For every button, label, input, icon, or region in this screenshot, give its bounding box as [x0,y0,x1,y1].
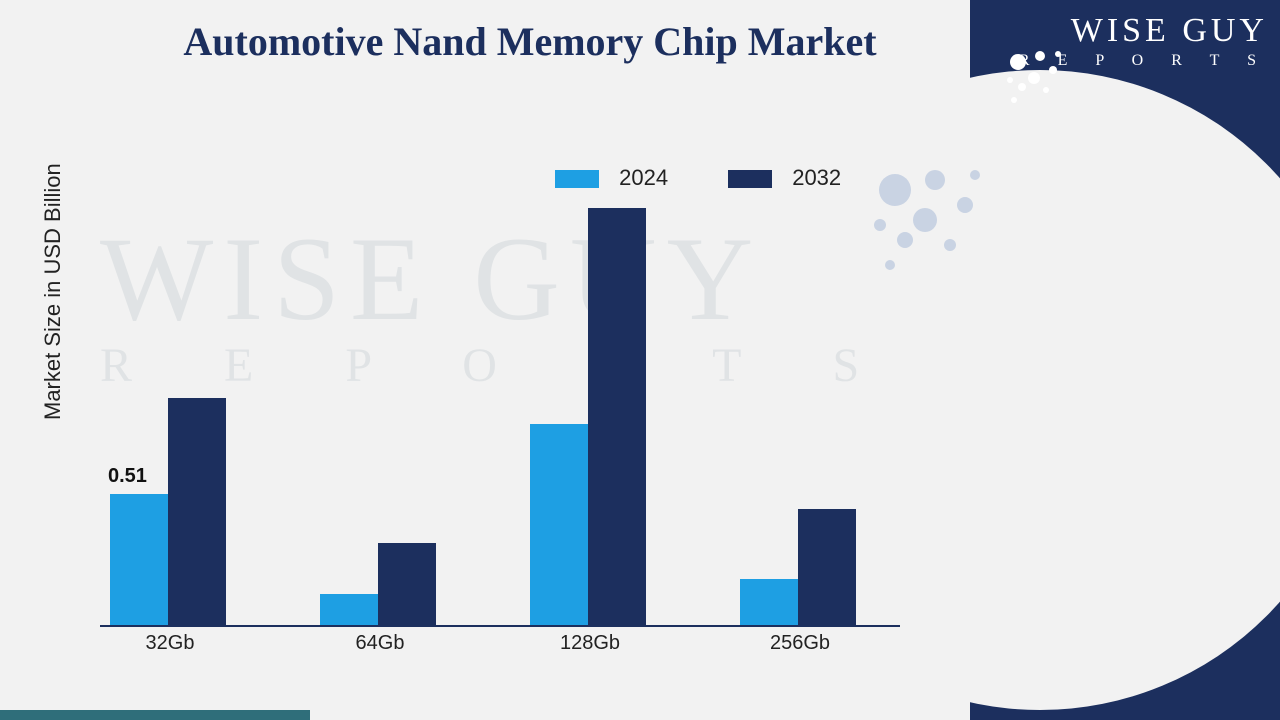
legend-swatch-2024 [555,170,599,188]
legend-item-2032: 2032 [728,165,841,191]
bar-2032-32Gb [168,398,226,625]
x-label-32Gb: 32Gb [110,632,230,655]
bar-2032-64Gb [378,543,436,625]
legend-item-2024: 2024 [555,165,668,191]
legend-label-2024: 2024 [619,165,668,190]
bar-2032-128Gb [588,208,646,625]
value-label: 0.51 [108,465,147,488]
bar-2024-64Gb [320,594,378,625]
chart-canvas: WISE GUY R E P O R T S Automotive Nand M… [0,0,1280,720]
brand-logo: WISE GUY R E P O R T S [1019,12,1268,70]
bar-2024-256Gb [740,579,798,625]
chart-title: Automotive Nand Memory Chip Market [120,18,940,65]
plot-area: 32Gb64Gb128Gb256Gb0.51 [100,200,900,625]
x-label-256Gb: 256Gb [740,632,860,655]
bar-2032-256Gb [798,509,856,625]
bar-2024-128Gb [530,424,588,625]
y-axis-label: Market Size in USD Billion [40,163,66,420]
legend: 2024 2032 [555,165,841,191]
legend-swatch-2032 [728,170,772,188]
brand-dots-icon [998,42,1068,112]
x-label-128Gb: 128Gb [530,632,650,655]
x-axis-line [100,625,900,627]
bar-2024-32Gb [110,494,168,625]
x-label-64Gb: 64Gb [320,632,440,655]
legend-label-2032: 2032 [792,165,841,190]
footer-strip [0,710,310,720]
